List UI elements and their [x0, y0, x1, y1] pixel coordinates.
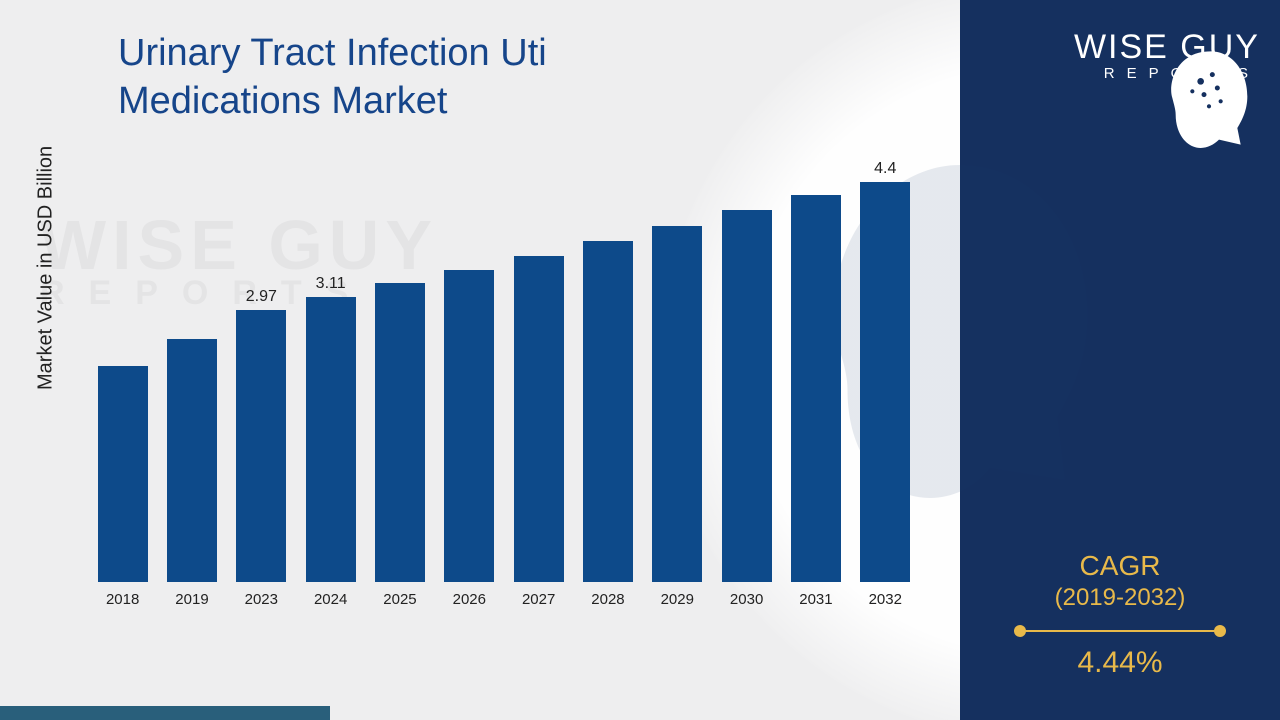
y-axis-label: Market Value in USD Billion [35, 146, 58, 390]
bar-column: 2030 [712, 160, 781, 582]
bar [306, 297, 356, 582]
x-tick-label: 2032 [851, 591, 920, 608]
bar-column: 2031 [781, 160, 850, 582]
bar [236, 310, 286, 582]
bar-column: 2.972023 [227, 160, 296, 582]
x-tick-label: 2025 [365, 591, 434, 608]
cagr-panel: CAGR (2019-2032) 4.44% [960, 550, 1280, 680]
bar-value-label: 2.97 [246, 288, 277, 306]
bars-container: 201820192.9720233.1120242025202620272028… [88, 160, 920, 582]
bar-column: 2025 [365, 160, 434, 582]
bar-column: 4.42032 [851, 160, 920, 582]
brand-head-icon [1164, 48, 1254, 148]
x-tick-label: 2023 [227, 591, 296, 608]
bar [514, 256, 564, 582]
bar-column: 2029 [643, 160, 712, 582]
bar [722, 210, 772, 582]
bar-column: 2027 [504, 160, 573, 582]
bar-column: 2028 [573, 160, 642, 582]
x-tick-label: 2018 [88, 591, 157, 608]
x-tick-label: 2024 [296, 591, 365, 608]
bar-value-label: 3.11 [316, 275, 346, 293]
x-tick-label: 2029 [643, 591, 712, 608]
bar [375, 283, 425, 582]
cagr-value: 4.44% [960, 646, 1280, 680]
x-tick-label: 2027 [504, 591, 573, 608]
bar-chart: Market Value in USD Billion 201820192.97… [50, 160, 920, 620]
bar [860, 182, 910, 582]
bar [98, 366, 148, 582]
bar-column: 3.112024 [296, 160, 365, 582]
x-tick-label: 2019 [157, 591, 226, 608]
cagr-range: (2019-2032) [960, 584, 1280, 612]
bar [652, 226, 702, 582]
bar-column: 2018 [88, 160, 157, 582]
bar [583, 241, 633, 582]
bottom-accent-bar [0, 706, 330, 720]
bar-value-label: 4.4 [874, 160, 896, 178]
bar [444, 270, 494, 582]
brand-logo: WISE GUY REPORTS [1074, 28, 1260, 82]
bar-column: 2026 [435, 160, 504, 582]
plot-area: 201820192.9720233.1120242025202620272028… [88, 160, 920, 582]
bar-column: 2019 [157, 160, 226, 582]
x-tick-label: 2030 [712, 591, 781, 608]
bar [791, 195, 841, 582]
x-tick-label: 2026 [435, 591, 504, 608]
page-root: Urinary Tract Infection Uti Medications … [0, 0, 1280, 720]
x-tick-label: 2028 [573, 591, 642, 608]
cagr-divider [1020, 630, 1220, 632]
bar [167, 339, 217, 582]
chart-title: Urinary Tract Infection Uti Medications … [118, 30, 738, 125]
cagr-label: CAGR [960, 550, 1280, 582]
x-tick-label: 2031 [781, 591, 850, 608]
